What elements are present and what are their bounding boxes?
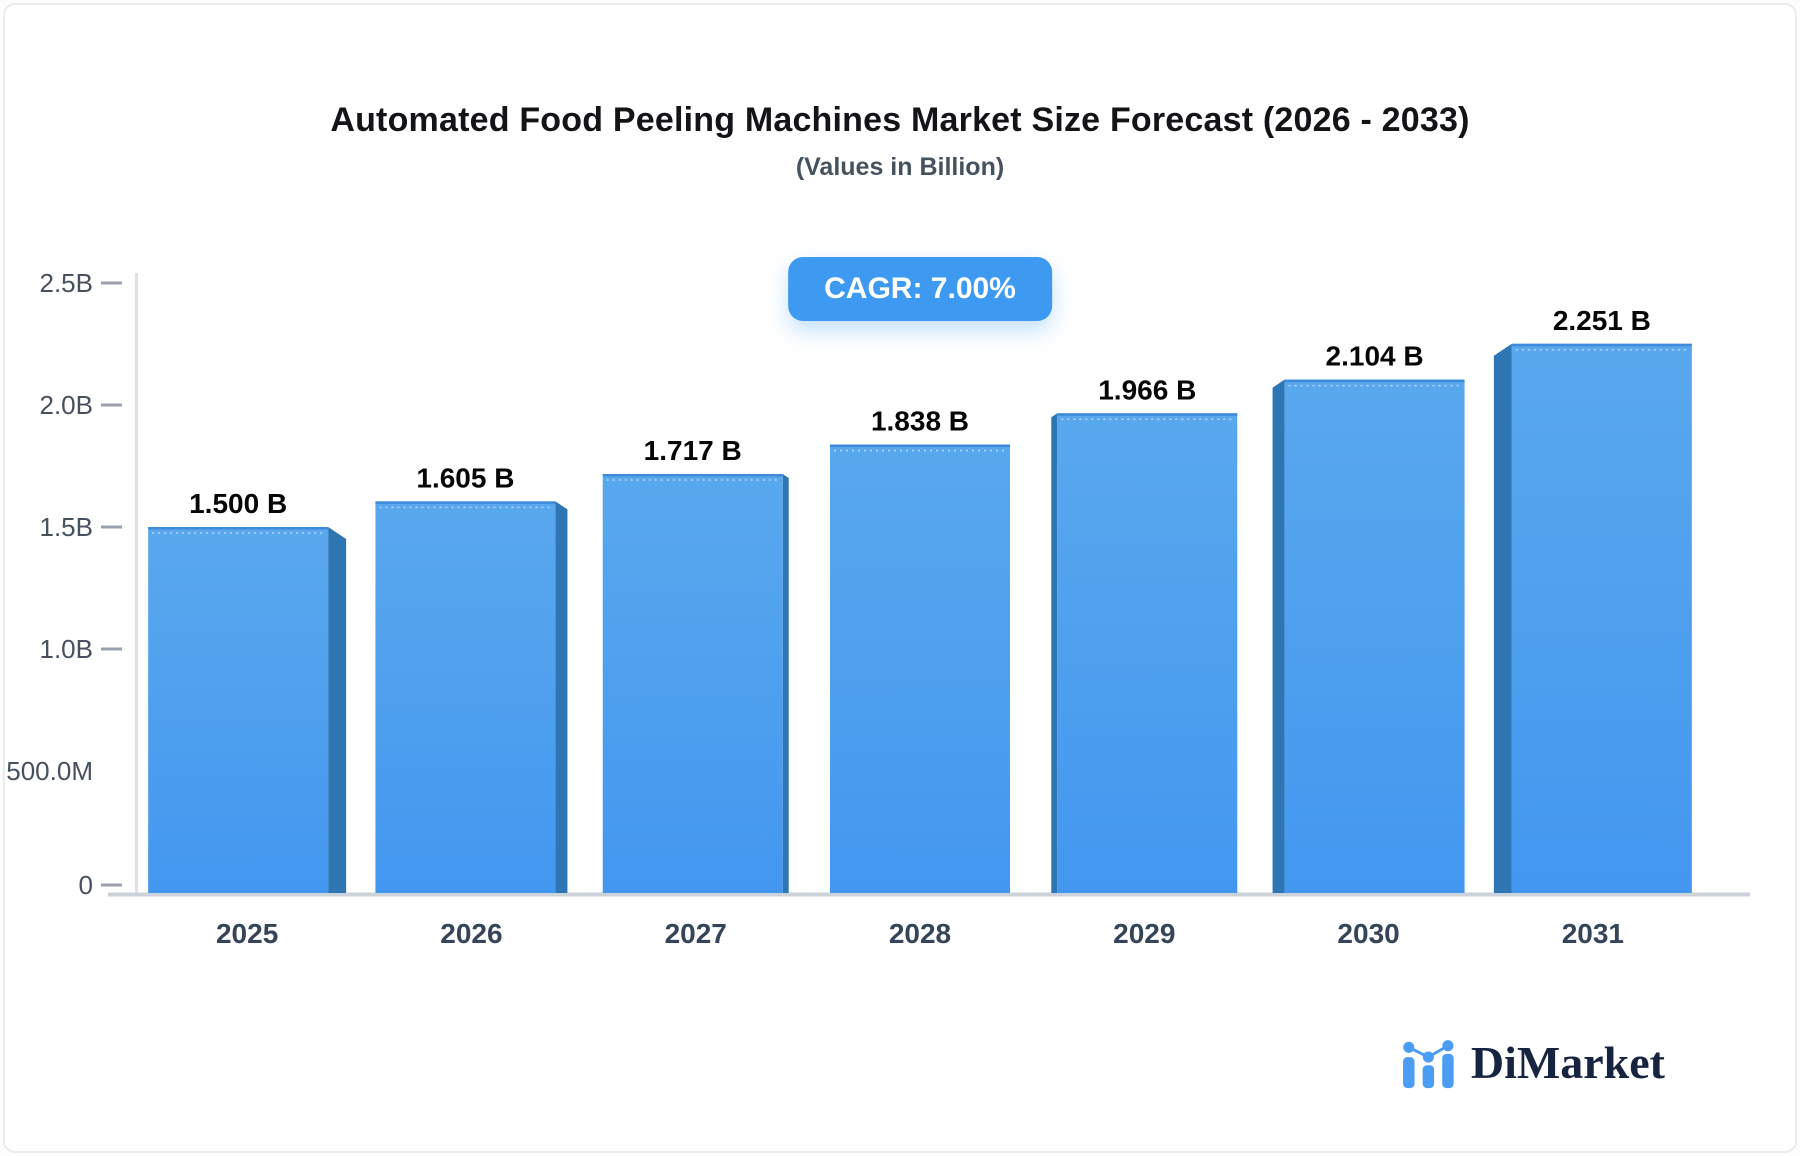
cagr-badge: CAGR: 7.00% [788,257,1052,321]
bar-front-face [602,474,783,893]
y-axis-tick-label: 1.5B [40,512,94,542]
bar-2031[interactable]: 2.251 B [1493,305,1692,894]
bar-front-face [830,444,1010,893]
chart-card: Automated Food Peeling Machines Market S… [3,3,1797,1153]
bar-2028[interactable]: 1.838 B [830,406,1010,893]
bar-2030[interactable]: 2.104 B [1272,341,1465,893]
x-axis-label-2028: 2028 [889,918,951,949]
y-axis-tick-label: 500.0M [6,756,93,786]
bar-value-label: 2.251 B [1553,305,1651,336]
y-axis-tick-label: 2.5B [40,268,94,298]
x-axis-label-2031: 2031 [1562,918,1624,949]
bar-value-label: 1.717 B [644,435,742,466]
brand-logo: DiMarket [1399,1035,1665,1089]
chart-subtitle: (Values in Billion) [795,153,1005,181]
y-axis-tick-label: 2.0B [40,390,94,420]
bar-value-label: 1.605 B [416,462,514,493]
chart-title: Automated Food Peeling Machines Market S… [330,101,1470,139]
bar-side-face [1493,343,1512,894]
bar-side-face [1051,413,1058,893]
bar-value-label: 1.966 B [1098,374,1196,405]
x-axis-label-2027: 2027 [665,918,727,949]
bar-side-face [328,527,347,893]
bar-front-face [1057,413,1238,893]
bar-side-face [1272,379,1285,893]
x-axis-label-2030: 2030 [1337,918,1399,949]
x-axis-label-2029: 2029 [1113,918,1175,949]
bar-front-face [375,501,556,893]
bar-side-face [782,474,789,893]
brand-name: DiMarket [1470,1036,1665,1088]
x-axis-label-2025: 2025 [216,918,278,949]
bar-2025[interactable]: 1.500 B [148,488,347,893]
bar-front-face [1511,343,1692,894]
bar-2029[interactable]: 1.966 B [1051,374,1238,893]
bar-chart-svg: 0 500.0M 1.0B 1.5B 2.0B 2.5B 1.500 B 1.605 B 1.7… [6,268,1750,949]
bar-2027[interactable]: 1.717 B [602,435,789,893]
bar-chart-plot: 0 500.0M 1.0B 1.5B 2.0B 2.5B 1.500 B 1.605 B 1.7… [5,5,1795,1151]
bar-chart-logo-icon [1402,1040,1454,1089]
bar-value-label: 2.104 B [1326,341,1424,372]
y-axis-tick-label: 0 [79,870,93,900]
bar-front-face [148,527,329,893]
bar-value-label: 1.838 B [871,406,969,437]
bar-front-face [1284,379,1465,893]
y-axis-tick-label: 1.0B [40,634,94,664]
bar-2026[interactable]: 1.605 B [375,462,568,893]
bar-side-face [555,501,568,893]
bar-value-label: 1.500 B [189,488,287,519]
x-axis-label-2026: 2026 [440,918,502,949]
